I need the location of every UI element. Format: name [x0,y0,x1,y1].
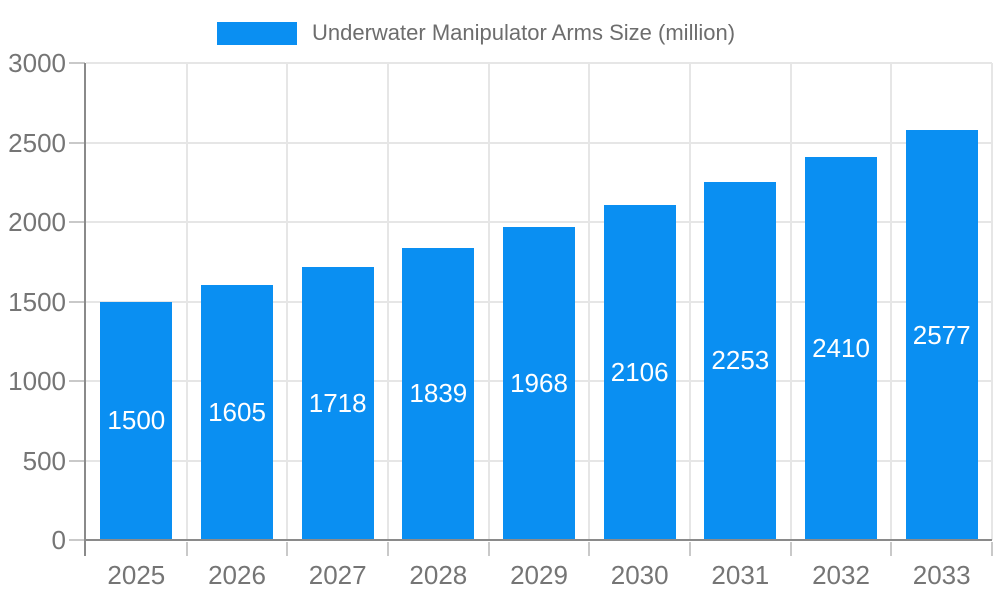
x-axis-tick [991,542,993,556]
bar-2029[interactable]: 1968 [503,227,575,540]
bar-2030[interactable]: 2106 [603,205,676,540]
x-axis-tick [689,542,691,556]
v-gridline [991,63,993,540]
bar-2033-text: 2577 [912,319,971,350]
bar-2033[interactable]: 2577 [905,130,978,540]
h-gridline [86,62,992,64]
x-axis-label: 2029 [510,560,568,590]
y-axis-label: 500 [22,445,66,476]
x-axis-label: 2030 [610,560,669,590]
y-axis-label: 3000 [8,48,66,78]
bar-2032-text: 2410 [812,332,870,363]
y-axis-label: 2500 [8,127,66,158]
y-axis-tick [69,539,85,541]
bar-2026-text: 1605 [208,396,266,427]
y-axis-tick [69,62,85,64]
bar-2028[interactable]: 1839 [402,247,475,540]
y-axis-tick [69,300,85,303]
v-gridline [689,63,691,540]
bar-2032[interactable]: 2410 [805,156,877,540]
h-gridline [86,221,992,223]
x-axis-tick [185,542,188,556]
y-axis-line [84,63,86,556]
y-axis-label: 0 [51,525,66,555]
x-axis-tick [387,542,389,556]
bar-2030-text: 2106 [610,357,669,388]
y-axis-tick [69,459,85,462]
v-gridline [890,63,893,540]
v-gridline [789,63,792,540]
x-axis-tick [487,542,490,556]
x-axis-tick [890,542,893,556]
y-axis-tick [69,141,85,144]
v-gridline [286,63,289,540]
x-axis-label: 2033 [912,560,971,590]
legend-label: Underwater Manipulator Arms Size (millio… [312,20,736,45]
v-gridline [588,63,591,540]
x-axis-label: 2026 [208,560,266,590]
x-axis-label: 2032 [812,560,870,590]
y-axis-label: 2000 [8,207,66,237]
x-axis-tick [286,542,289,556]
v-gridline [487,63,490,540]
bar-2028-text: 1839 [409,378,468,409]
x-axis-label: 2028 [409,560,468,590]
bar-2025-text: 1500 [107,405,166,436]
y-axis-tick [69,380,85,382]
bar-2029-text: 1968 [510,368,568,399]
bar-2027-text: 1718 [308,387,367,418]
x-axis-tick [789,542,792,556]
bar-2031-text: 2253 [711,345,770,376]
v-gridline [185,63,188,540]
h-gridline [86,141,992,144]
x-axis-label: 2025 [107,560,166,590]
y-axis-label: 1000 [8,366,66,396]
bar-2027[interactable]: 1718 [301,266,374,540]
y-axis-tick [69,221,85,223]
x-axis-line [84,539,992,541]
v-gridline [387,63,389,540]
y-axis-label: 1500 [8,286,66,317]
bar-2026[interactable]: 1605 [201,284,273,540]
x-axis-tick [588,542,591,556]
bar-2031[interactable]: 2253 [704,181,777,540]
chart-legend[interactable]: Underwater Manipulator Arms Size (millio… [217,20,735,46]
x-axis-label: 2027 [308,560,367,590]
x-axis-label: 2031 [711,560,770,590]
legend-swatch-icon [217,21,297,45]
bar-2025[interactable]: 1500 [100,301,173,540]
